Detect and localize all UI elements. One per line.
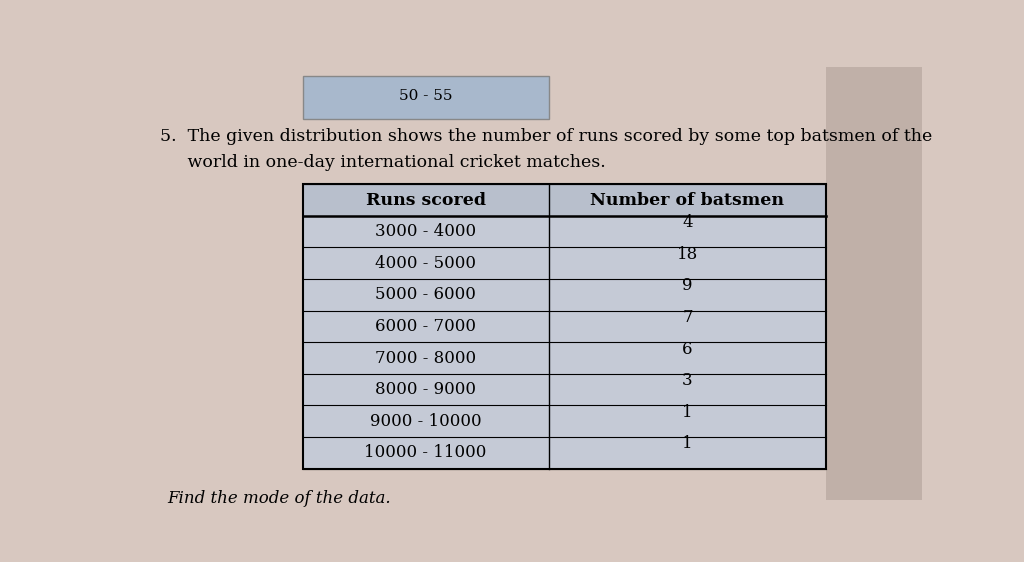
Text: 7000 - 8000: 7000 - 8000 <box>375 350 476 366</box>
Text: 3000 - 4000: 3000 - 4000 <box>375 223 476 240</box>
Text: 8000 - 9000: 8000 - 9000 <box>375 381 476 398</box>
Text: Number of batsmen: Number of batsmen <box>591 192 784 209</box>
Bar <box>303 76 549 119</box>
Text: 9000 - 10000: 9000 - 10000 <box>370 413 481 430</box>
Text: 7: 7 <box>682 309 693 326</box>
Bar <box>826 67 922 500</box>
Text: world in one-day international cricket matches.: world in one-day international cricket m… <box>160 154 605 171</box>
Text: 10000 - 11000: 10000 - 11000 <box>365 445 486 461</box>
Text: Runs scored: Runs scored <box>366 192 485 209</box>
Bar <box>303 437 826 469</box>
Text: 1: 1 <box>682 404 693 421</box>
Text: Find the mode of the data.: Find the mode of the data. <box>168 490 391 507</box>
Text: 50 - 55: 50 - 55 <box>399 89 453 103</box>
Bar <box>303 311 826 342</box>
Bar <box>303 374 826 405</box>
Bar <box>303 184 826 216</box>
Text: 1: 1 <box>682 436 693 452</box>
Bar <box>303 279 826 311</box>
Bar <box>303 405 826 437</box>
Text: 5.  The given distribution shows the number of runs scored by some top batsmen o: 5. The given distribution shows the numb… <box>160 128 932 145</box>
Text: 18: 18 <box>677 246 698 263</box>
Text: 5000 - 6000: 5000 - 6000 <box>375 287 476 303</box>
Text: 6000 - 7000: 6000 - 7000 <box>375 318 476 335</box>
Text: 4: 4 <box>682 214 693 232</box>
Text: 6: 6 <box>682 341 693 357</box>
Bar <box>303 184 826 469</box>
Bar <box>303 216 826 247</box>
Text: 9: 9 <box>682 278 693 294</box>
Bar <box>303 342 826 374</box>
Text: 3: 3 <box>682 372 693 389</box>
Text: 4000 - 5000: 4000 - 5000 <box>375 255 476 272</box>
Bar <box>303 247 826 279</box>
